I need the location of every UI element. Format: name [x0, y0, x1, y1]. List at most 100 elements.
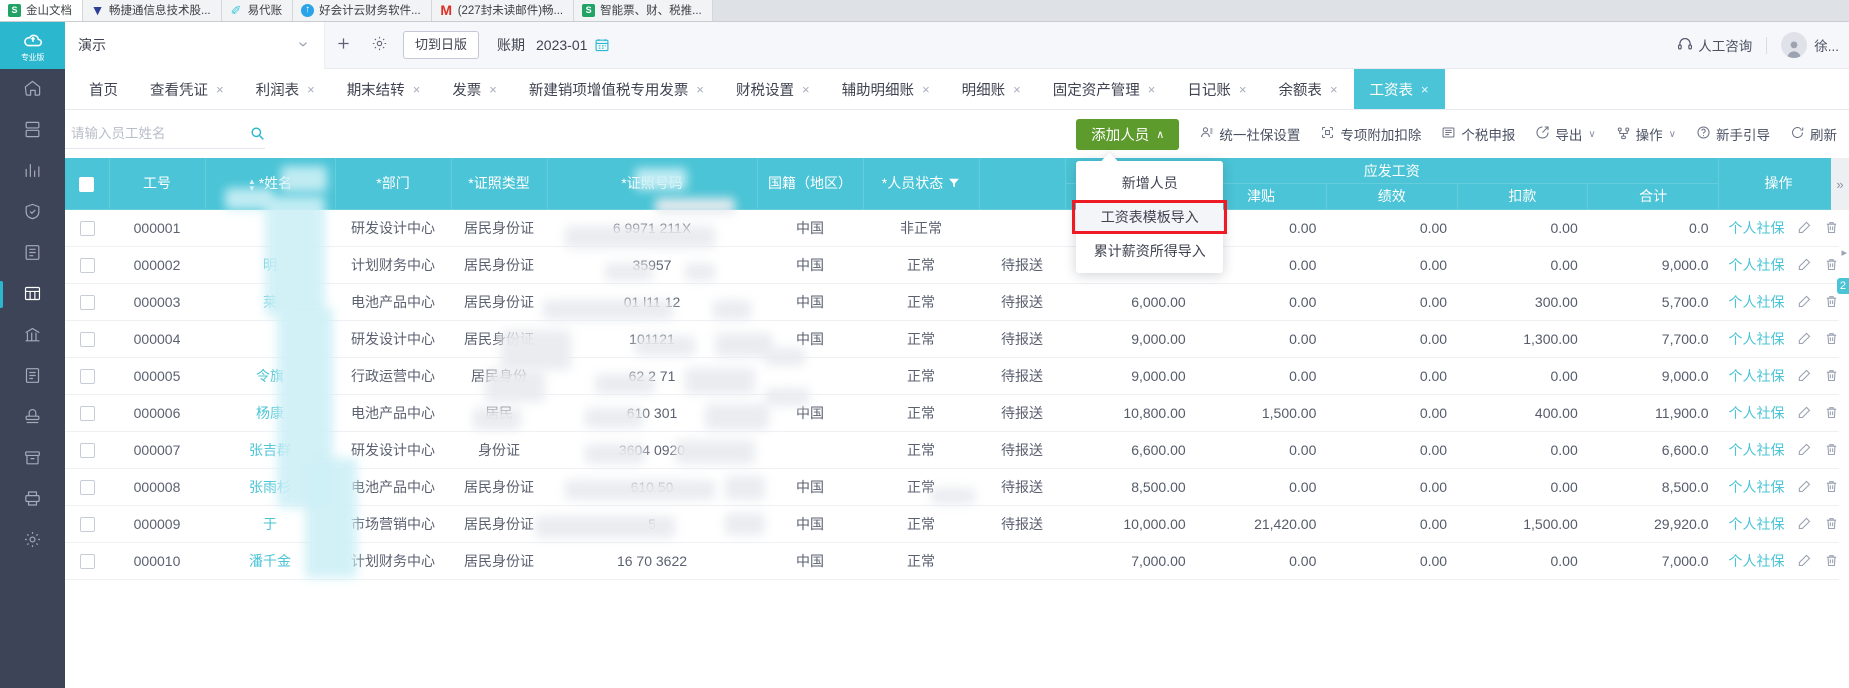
table-row[interactable]: 000009 于市场营销中心 居民身份证 5 中国 正常 待报送 10,000.00 21,4… — [65, 505, 1839, 543]
toolbar-link-0[interactable]: 统一社保设置 — [1199, 124, 1300, 144]
sidebar-item-archive[interactable] — [0, 438, 65, 479]
close-icon[interactable]: × — [922, 81, 930, 97]
sidebar-item-report[interactable] — [0, 151, 65, 192]
tab-4[interactable]: 发票 × — [436, 69, 513, 109]
close-icon[interactable]: × — [801, 81, 810, 97]
dropdown-item-0[interactable]: 新增人员 — [1076, 166, 1223, 200]
table-row[interactable]: 000006 杨康 电池产品中心 居民 610 301 中国 正常 待报送 10,800.00 1… — [65, 394, 1839, 432]
add-people-button[interactable]: 添加人员 ∧ — [1076, 118, 1180, 150]
cell-name[interactable]: 张吉群 — [205, 431, 335, 469]
close-icon[interactable]: × — [1147, 81, 1156, 97]
personal-social-security-link[interactable]: 个人社保 — [1728, 293, 1785, 310]
sidebar-item-home[interactable] — [0, 69, 65, 110]
sidebar-item-tax[interactable] — [0, 192, 65, 233]
table-row[interactable]: 000008 张雨杉 电池产品中心 居民身份证 610 50 中国 正常 待报送 8,500.0… — [65, 468, 1839, 506]
toolbar-link-6[interactable]: 刷新 — [1790, 124, 1837, 144]
sidebar-item-payroll[interactable] — [0, 274, 65, 315]
browser-tab[interactable]: S 金山文档 — [0, 0, 83, 21]
sidebar-item-invoice[interactable] — [0, 356, 65, 397]
row-checkbox[interactable] — [79, 479, 95, 495]
column-header-dept[interactable]: *部门 — [335, 158, 452, 210]
toolbar-link-3[interactable]: 导出 ∨ — [1535, 124, 1596, 144]
edit-icon[interactable] — [1797, 368, 1812, 383]
tab-12[interactable]: 工资表 × — [1353, 69, 1445, 109]
personal-social-security-link[interactable]: 个人社保 — [1728, 367, 1785, 384]
browser-tab[interactable]: M (227封未读邮件)畅... — [431, 0, 575, 21]
tab-10[interactable]: 日记账 × — [1171, 69, 1262, 109]
trash-icon[interactable] — [1824, 257, 1839, 272]
trash-icon[interactable] — [1824, 442, 1839, 457]
row-checkbox[interactable] — [79, 368, 95, 384]
user-name[interactable]: 徐... — [1814, 39, 1839, 54]
trash-icon[interactable] — [1824, 516, 1839, 531]
edit-icon[interactable] — [1797, 442, 1812, 457]
table-row[interactable]: 000004 研发设计中心 居民身份证 101121 中国 正常 待报送 9,000.00 0… — [65, 320, 1839, 358]
tab-11[interactable]: 余额表 × — [1262, 69, 1353, 109]
sidebar-item-print[interactable] — [0, 479, 65, 520]
row-checkbox[interactable] — [79, 442, 95, 458]
header-settings-button[interactable] — [361, 22, 397, 69]
filter-icon[interactable] — [948, 175, 960, 191]
personal-social-security-link[interactable]: 个人社保 — [1728, 552, 1785, 569]
chevron-right-icon[interactable]: ▸ — [1841, 247, 1847, 259]
period-value[interactable]: 2023-01 — [536, 37, 588, 53]
trash-icon[interactable] — [1824, 479, 1839, 494]
column-header-ops[interactable]: 操作 — [1718, 158, 1839, 210]
cell-name[interactable]: 杨康 — [205, 394, 335, 432]
search-input[interactable] — [69, 125, 250, 142]
search-icon[interactable] — [250, 126, 269, 141]
table-row[interactable]: 000001 研发设计中心 居民身份证 6 9971 211X 中国 非正常 0.00 0.0… — [65, 209, 1839, 247]
tab-1[interactable]: 查看凭证 × — [134, 69, 240, 109]
browser-tab[interactable]: S 智能票、财、税推... — [574, 0, 713, 21]
browser-tab[interactable]: ✐ 易代账 — [221, 0, 294, 21]
edit-icon[interactable] — [1797, 516, 1812, 531]
trash-icon[interactable] — [1824, 405, 1839, 420]
trash-icon[interactable] — [1824, 553, 1839, 568]
row-checkbox[interactable] — [79, 516, 95, 532]
cell-name[interactable]: 令旗 — [205, 357, 335, 395]
sidebar-item-voucher[interactable] — [0, 110, 65, 151]
dropdown-item-2[interactable]: 累计薪资所得导入 — [1076, 234, 1223, 268]
personal-social-security-link[interactable]: 个人社保 — [1728, 219, 1785, 236]
sidebar-item-settings[interactable] — [0, 520, 65, 561]
row-checkbox[interactable] — [79, 331, 95, 347]
collapse-panel-handle[interactable]: » — [1831, 158, 1849, 210]
calendar-icon[interactable] — [594, 37, 610, 53]
tab-3[interactable]: 期末结转 × — [331, 69, 437, 109]
edit-icon[interactable] — [1797, 257, 1812, 272]
personal-social-security-link[interactable]: 个人社保 — [1728, 330, 1785, 347]
company-selector[interactable]: 演示 — [65, 21, 325, 69]
chanjet-cloud-logo[interactable]: 专业版 — [0, 22, 65, 69]
cell-name[interactable] — [205, 209, 335, 247]
row-checkbox[interactable] — [79, 294, 95, 310]
column-header-perf[interactable]: 绩效 — [1326, 183, 1458, 210]
sidebar-item-ledger[interactable] — [0, 233, 65, 274]
close-icon[interactable]: × — [412, 81, 421, 97]
cell-name[interactable]: 张雨杉 — [205, 468, 335, 506]
dropdown-item-1[interactable]: 工资表模板导入 — [1072, 199, 1228, 234]
edit-icon[interactable] — [1797, 294, 1812, 309]
personal-social-security-link[interactable]: 个人社保 — [1728, 478, 1785, 495]
close-icon[interactable]: × — [307, 81, 315, 97]
cell-name[interactable]: 明 — [205, 246, 335, 284]
trash-icon[interactable] — [1824, 331, 1839, 346]
column-header-nationality[interactable]: 国籍（地区） — [757, 158, 864, 210]
edit-icon[interactable] — [1797, 331, 1812, 346]
tab-6[interactable]: 财税设置 × — [720, 69, 826, 109]
personal-social-security-link[interactable]: 个人社保 — [1728, 256, 1785, 273]
browser-tab[interactable]: ↑ 好会计云财务软件... — [293, 0, 432, 21]
edit-icon[interactable] — [1797, 405, 1812, 420]
table-row[interactable]: 000007 张吉群 研发设计中心 身份证 3604 0920 正常 待报送 6,600.00… — [65, 431, 1839, 469]
browser-tab[interactable]: ▼ 畅捷通信息技术股... — [83, 0, 222, 21]
select-all-checkbox[interactable] — [79, 176, 95, 192]
column-header-emp_no[interactable]: 工号 — [109, 158, 206, 210]
toolbar-link-2[interactable]: 个税申报 — [1441, 124, 1515, 144]
avatar[interactable] — [1781, 32, 1808, 58]
row-checkbox[interactable] — [79, 553, 95, 569]
tab-5[interactable]: 新建销项增值税专用发票 × — [513, 69, 720, 109]
tab-7[interactable]: 辅助明细账 × — [826, 69, 946, 109]
edit-icon[interactable] — [1797, 479, 1812, 494]
tab-2[interactable]: 利润表 × — [240, 69, 331, 109]
switch-to-old-version-button[interactable]: 切到日版 — [403, 31, 480, 59]
